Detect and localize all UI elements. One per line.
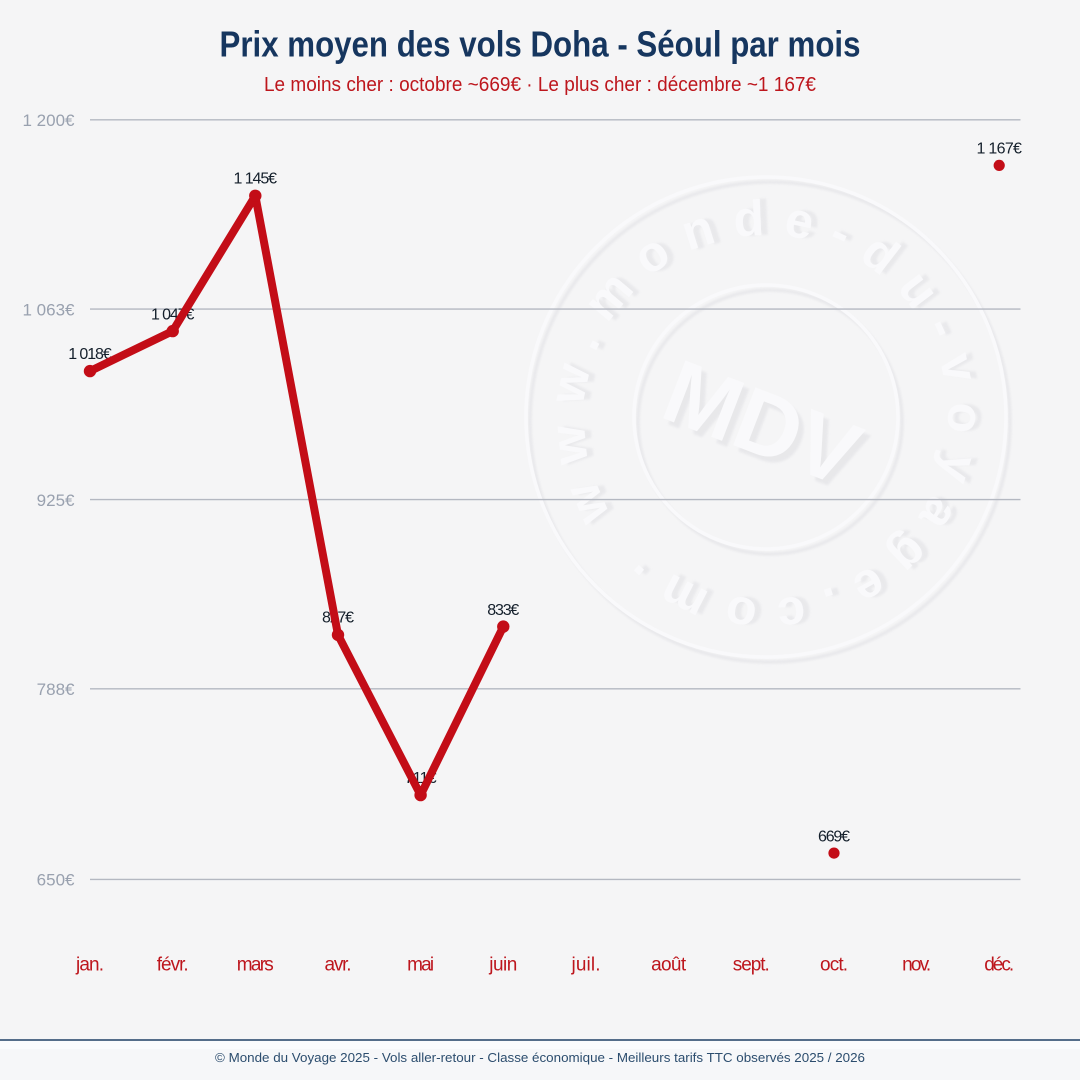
svg-text:avr.: avr.: [325, 954, 352, 975]
svg-text:mars: mars: [237, 954, 274, 975]
svg-text:© Monde du Voyage 2025 - Vols: © Monde du Voyage 2025 - Vols aller-reto…: [215, 1051, 865, 1065]
svg-text:nov.: nov.: [902, 954, 931, 975]
svg-text:1 145€: 1 145€: [234, 171, 278, 188]
svg-text:déc.: déc.: [984, 954, 1014, 975]
svg-text:Le moins cher : octobre ~669€: Le moins cher : octobre ~669€ · Le plus …: [264, 74, 816, 96]
svg-text:mai: mai: [407, 954, 434, 975]
svg-text:oct.: oct.: [820, 954, 848, 975]
svg-text:juil.: juil.: [571, 954, 601, 975]
svg-text:Prix moyen des vols Doha - Séo: Prix moyen des vols Doha - Séoul par moi…: [220, 24, 861, 65]
svg-text:669€: 669€: [818, 829, 850, 846]
svg-text:788€: 788€: [37, 680, 75, 699]
svg-text:925€: 925€: [37, 491, 75, 510]
svg-text:jan.: jan.: [75, 954, 104, 975]
svg-text:1 063€: 1 063€: [23, 300, 76, 319]
svg-text:1 200€: 1 200€: [23, 111, 76, 130]
svg-text:juin: juin: [488, 954, 517, 975]
svg-text:650€: 650€: [37, 871, 75, 890]
svg-text:sept.: sept.: [733, 954, 770, 975]
svg-text:1 018€: 1 018€: [68, 346, 112, 363]
svg-text:août: août: [651, 954, 687, 975]
svg-text:1 167€: 1 167€: [976, 140, 1022, 157]
svg-text:833€: 833€: [487, 602, 519, 619]
svg-text:févr.: févr.: [157, 954, 189, 975]
